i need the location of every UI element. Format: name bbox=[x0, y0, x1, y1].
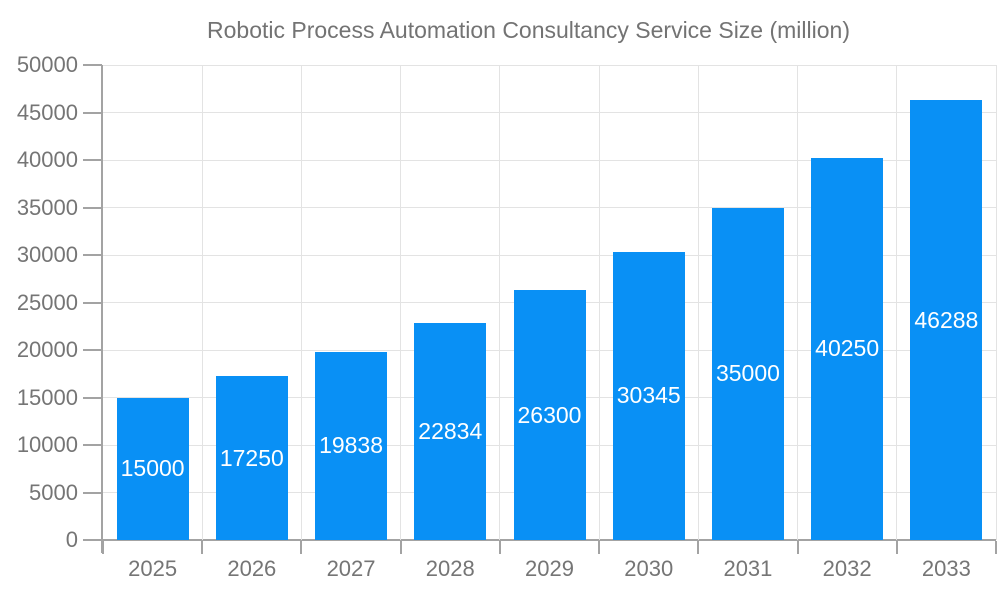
x-axis-label: 2030 bbox=[624, 556, 674, 581]
bar: 40250 bbox=[811, 157, 884, 540]
x-axis-label: 2032 bbox=[822, 556, 872, 581]
y-axis-label: 15000 bbox=[16, 384, 78, 410]
bar-value-label: 22834 bbox=[418, 418, 483, 445]
y-axis-line bbox=[101, 65, 103, 553]
y-axis-tick bbox=[83, 159, 102, 161]
x-axis-tick bbox=[796, 541, 799, 554]
bar: 30345 bbox=[612, 251, 685, 540]
y-axis-label: 5000 bbox=[29, 479, 78, 505]
y-axis-tick bbox=[83, 111, 102, 114]
legend-label: Robotic Process Automation Consultancy S… bbox=[207, 16, 850, 43]
bar-value-label: 30345 bbox=[616, 382, 681, 409]
v-gridline bbox=[201, 65, 203, 540]
legend-swatch bbox=[110, 17, 192, 43]
bar: 26300 bbox=[513, 290, 586, 540]
y-axis-tick bbox=[83, 206, 102, 209]
bar-value-label: 19838 bbox=[319, 432, 384, 459]
bar: 15000 bbox=[116, 397, 189, 540]
h-gridline bbox=[103, 112, 996, 113]
y-axis-tick bbox=[83, 491, 102, 494]
y-axis-tick bbox=[83, 64, 102, 66]
bar-value-label: 15000 bbox=[120, 455, 185, 482]
bar: 35000 bbox=[711, 207, 784, 540]
x-axis-tick bbox=[895, 541, 898, 554]
v-gridline bbox=[995, 65, 997, 540]
bar: 17250 bbox=[215, 376, 288, 540]
x-axis-label: 2026 bbox=[227, 556, 277, 581]
bar-value-label: 40250 bbox=[815, 335, 880, 362]
v-gridline bbox=[896, 65, 898, 540]
x-axis-label: 2028 bbox=[425, 556, 475, 581]
x-axis-line bbox=[103, 539, 996, 541]
y-axis-tick bbox=[83, 444, 102, 446]
bar-value-label: 35000 bbox=[715, 360, 780, 387]
x-axis-label: 2031 bbox=[723, 556, 773, 581]
x-axis-tick bbox=[399, 541, 402, 554]
x-axis-tick bbox=[498, 541, 501, 554]
h-gridline bbox=[103, 64, 996, 66]
x-axis-tick bbox=[697, 541, 700, 554]
x-axis-label: 2025 bbox=[128, 556, 178, 581]
h-gridline bbox=[103, 207, 996, 208]
bar: 19838 bbox=[315, 351, 388, 540]
y-axis-tick bbox=[83, 254, 102, 256]
bar-value-label: 46288 bbox=[914, 306, 979, 333]
v-gridline bbox=[300, 65, 302, 540]
bar: 46288 bbox=[910, 100, 983, 540]
v-gridline bbox=[697, 65, 699, 540]
bar: 22834 bbox=[414, 323, 487, 540]
v-gridline bbox=[499, 65, 501, 540]
x-axis-label: 2033 bbox=[921, 556, 971, 581]
v-gridline bbox=[797, 65, 799, 540]
y-axis-tick bbox=[83, 349, 102, 351]
v-gridline bbox=[598, 65, 600, 540]
legend-item[interactable]: Robotic Process Automation Consultancy S… bbox=[110, 15, 850, 45]
y-axis-label: 25000 bbox=[16, 289, 78, 315]
y-axis-label: 35000 bbox=[16, 194, 78, 220]
y-axis-label: 40000 bbox=[16, 147, 78, 172]
x-axis-tick bbox=[300, 541, 303, 554]
v-gridline bbox=[400, 65, 402, 540]
x-axis-tick bbox=[102, 541, 104, 554]
x-axis-label: 2029 bbox=[525, 556, 574, 581]
x-axis-tick bbox=[201, 541, 204, 554]
y-axis-tick bbox=[83, 396, 102, 399]
y-axis-tick bbox=[83, 539, 102, 541]
y-axis-label: 0 bbox=[65, 527, 78, 552]
bar-value-label: 17250 bbox=[219, 444, 284, 471]
x-axis-tick bbox=[995, 541, 997, 554]
y-axis-label: 45000 bbox=[16, 99, 78, 125]
bar-value-label: 26300 bbox=[517, 401, 582, 428]
h-gridline bbox=[103, 254, 996, 256]
y-axis-label: 50000 bbox=[16, 52, 78, 77]
y-axis-label: 10000 bbox=[16, 432, 78, 457]
x-axis-tick bbox=[598, 541, 601, 554]
y-axis-tick bbox=[83, 301, 102, 304]
h-gridline bbox=[103, 159, 996, 161]
y-axis-label: 30000 bbox=[16, 242, 78, 267]
x-axis-label: 2027 bbox=[326, 556, 376, 581]
y-axis-label: 20000 bbox=[16, 337, 78, 362]
